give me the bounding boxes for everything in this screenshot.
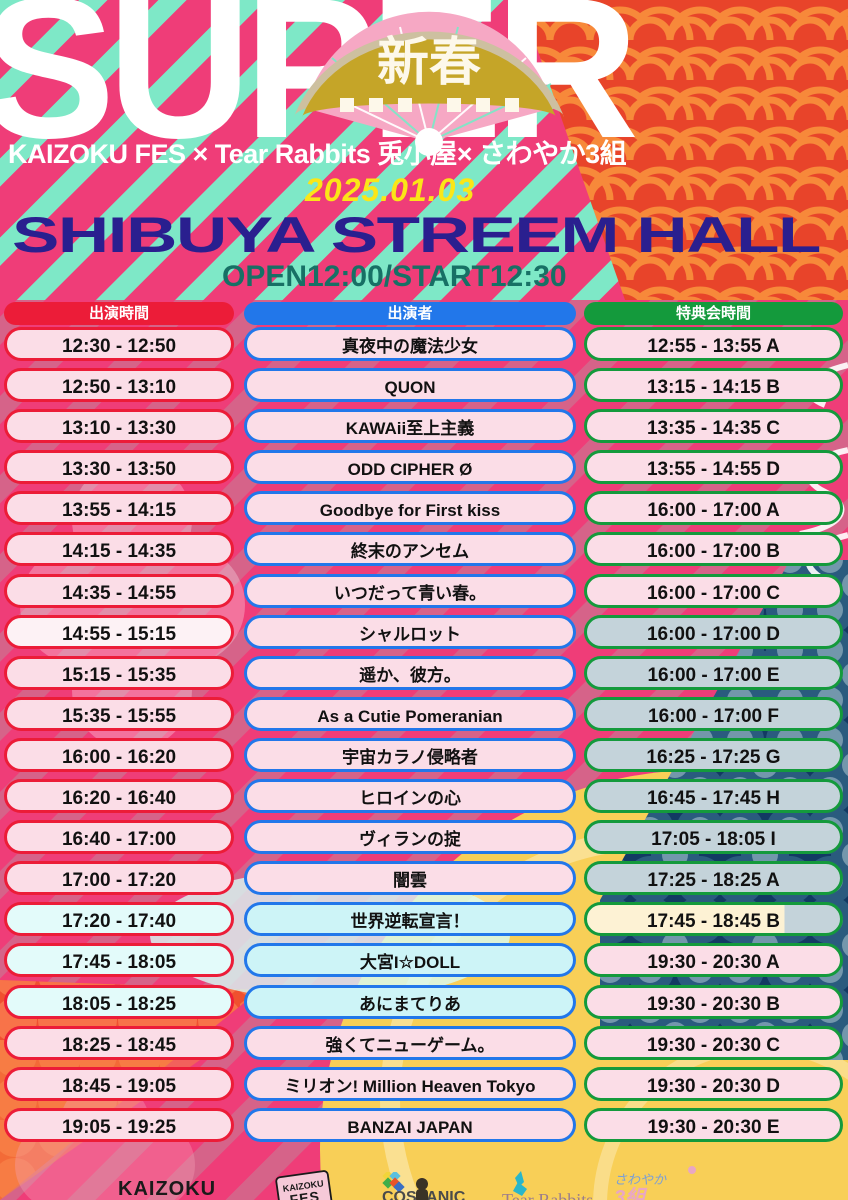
svg-text:Tear Rabbits: Tear Rabbits <box>502 1190 593 1200</box>
svg-text:3組: 3組 <box>614 1186 648 1200</box>
svg-text:さわやか: さわやか <box>614 1172 667 1187</box>
